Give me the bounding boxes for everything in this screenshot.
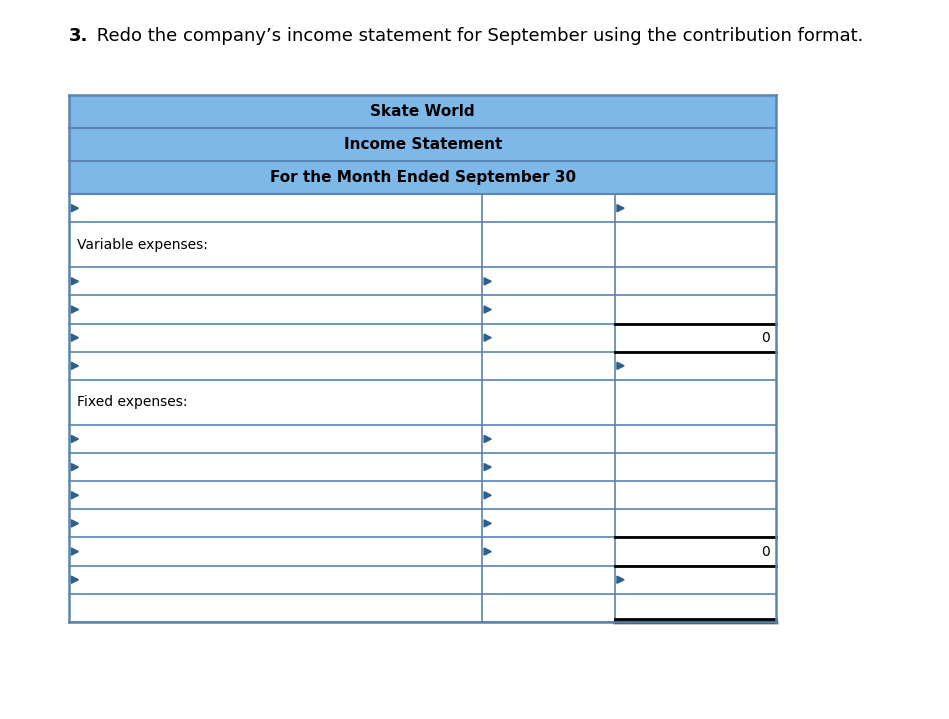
Polygon shape	[71, 278, 79, 285]
Bar	[69, 95, 776, 128]
Text: Skate World: Skate World	[370, 104, 475, 119]
Text: 3.: 3.	[69, 27, 88, 45]
Bar	[69, 296, 776, 324]
Polygon shape	[484, 278, 492, 285]
Bar	[69, 324, 776, 352]
Polygon shape	[484, 464, 492, 471]
Text: Income Statement: Income Statement	[344, 137, 502, 152]
Bar	[69, 194, 776, 222]
Text: Redo the company’s income statement for September using the contribution format.: Redo the company’s income statement for …	[91, 27, 864, 45]
Text: 0: 0	[761, 331, 771, 344]
Polygon shape	[71, 306, 79, 313]
Polygon shape	[617, 362, 624, 370]
Polygon shape	[484, 520, 492, 527]
Bar	[69, 95, 776, 622]
Bar	[69, 425, 776, 453]
Bar	[69, 594, 776, 622]
Polygon shape	[71, 362, 79, 370]
Polygon shape	[617, 576, 624, 583]
Polygon shape	[71, 548, 79, 555]
Polygon shape	[71, 492, 79, 499]
Text: For the Month Ended September 30: For the Month Ended September 30	[270, 170, 576, 185]
Polygon shape	[71, 464, 79, 471]
Polygon shape	[484, 334, 492, 342]
Polygon shape	[484, 492, 492, 499]
Text: Fixed expenses:: Fixed expenses:	[77, 395, 188, 409]
Bar	[69, 161, 776, 194]
Bar	[69, 538, 776, 566]
Bar	[69, 453, 776, 481]
Polygon shape	[71, 205, 79, 212]
Polygon shape	[71, 436, 79, 443]
Polygon shape	[71, 520, 79, 527]
Bar	[69, 222, 776, 267]
Polygon shape	[71, 334, 79, 342]
Polygon shape	[71, 576, 79, 583]
Bar	[69, 380, 776, 425]
Polygon shape	[617, 205, 624, 212]
Text: 0: 0	[761, 544, 771, 559]
Polygon shape	[484, 548, 492, 555]
Bar	[69, 352, 776, 380]
Bar	[69, 509, 776, 538]
Bar	[69, 481, 776, 509]
Bar	[69, 566, 776, 594]
Polygon shape	[484, 306, 492, 313]
Bar	[69, 267, 776, 296]
Text: Variable expenses:: Variable expenses:	[77, 238, 208, 252]
Bar	[69, 128, 776, 161]
Polygon shape	[484, 436, 492, 443]
